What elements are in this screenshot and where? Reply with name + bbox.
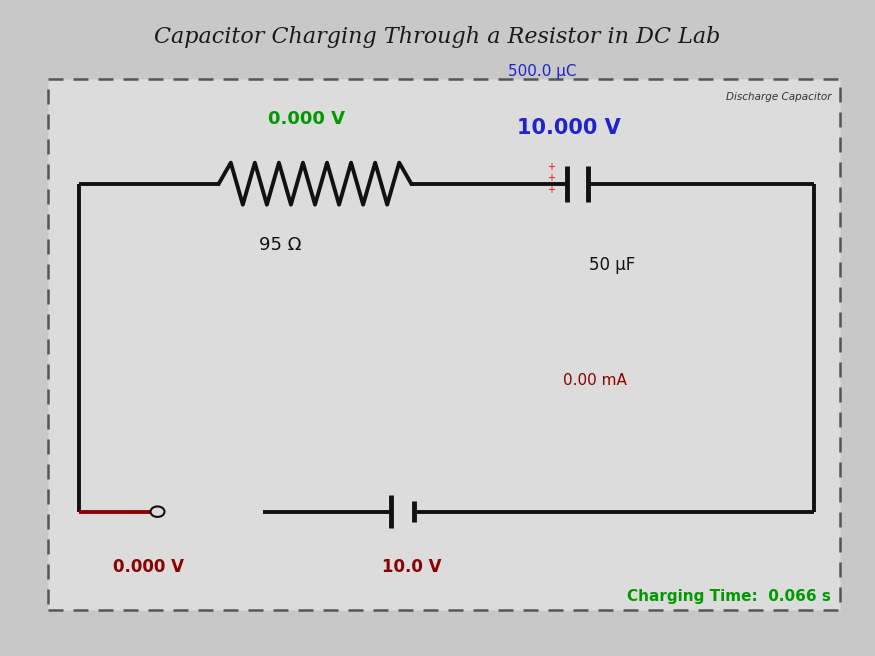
Text: 50 μF: 50 μF xyxy=(590,256,635,274)
Text: 10.000 V: 10.000 V xyxy=(517,118,620,138)
Text: Charging Time:  0.066 s: Charging Time: 0.066 s xyxy=(627,588,831,604)
Text: 95 Ω: 95 Ω xyxy=(259,236,301,254)
Circle shape xyxy=(150,506,164,517)
Polygon shape xyxy=(48,79,840,610)
Text: 10.0 V: 10.0 V xyxy=(382,558,441,575)
Text: 0.00 mA: 0.00 mA xyxy=(564,373,626,388)
Text: +: + xyxy=(547,173,556,184)
Text: Capacitor Charging Through a Resistor in DC Lab: Capacitor Charging Through a Resistor in… xyxy=(154,26,721,49)
Text: 0.000 V: 0.000 V xyxy=(268,110,345,128)
Text: 0.000 V: 0.000 V xyxy=(113,558,185,575)
Text: +: + xyxy=(547,162,556,173)
Text: 500.0 μC: 500.0 μC xyxy=(508,64,577,79)
Text: Discharge Capacitor: Discharge Capacitor xyxy=(725,92,831,102)
Text: +: + xyxy=(547,184,556,195)
